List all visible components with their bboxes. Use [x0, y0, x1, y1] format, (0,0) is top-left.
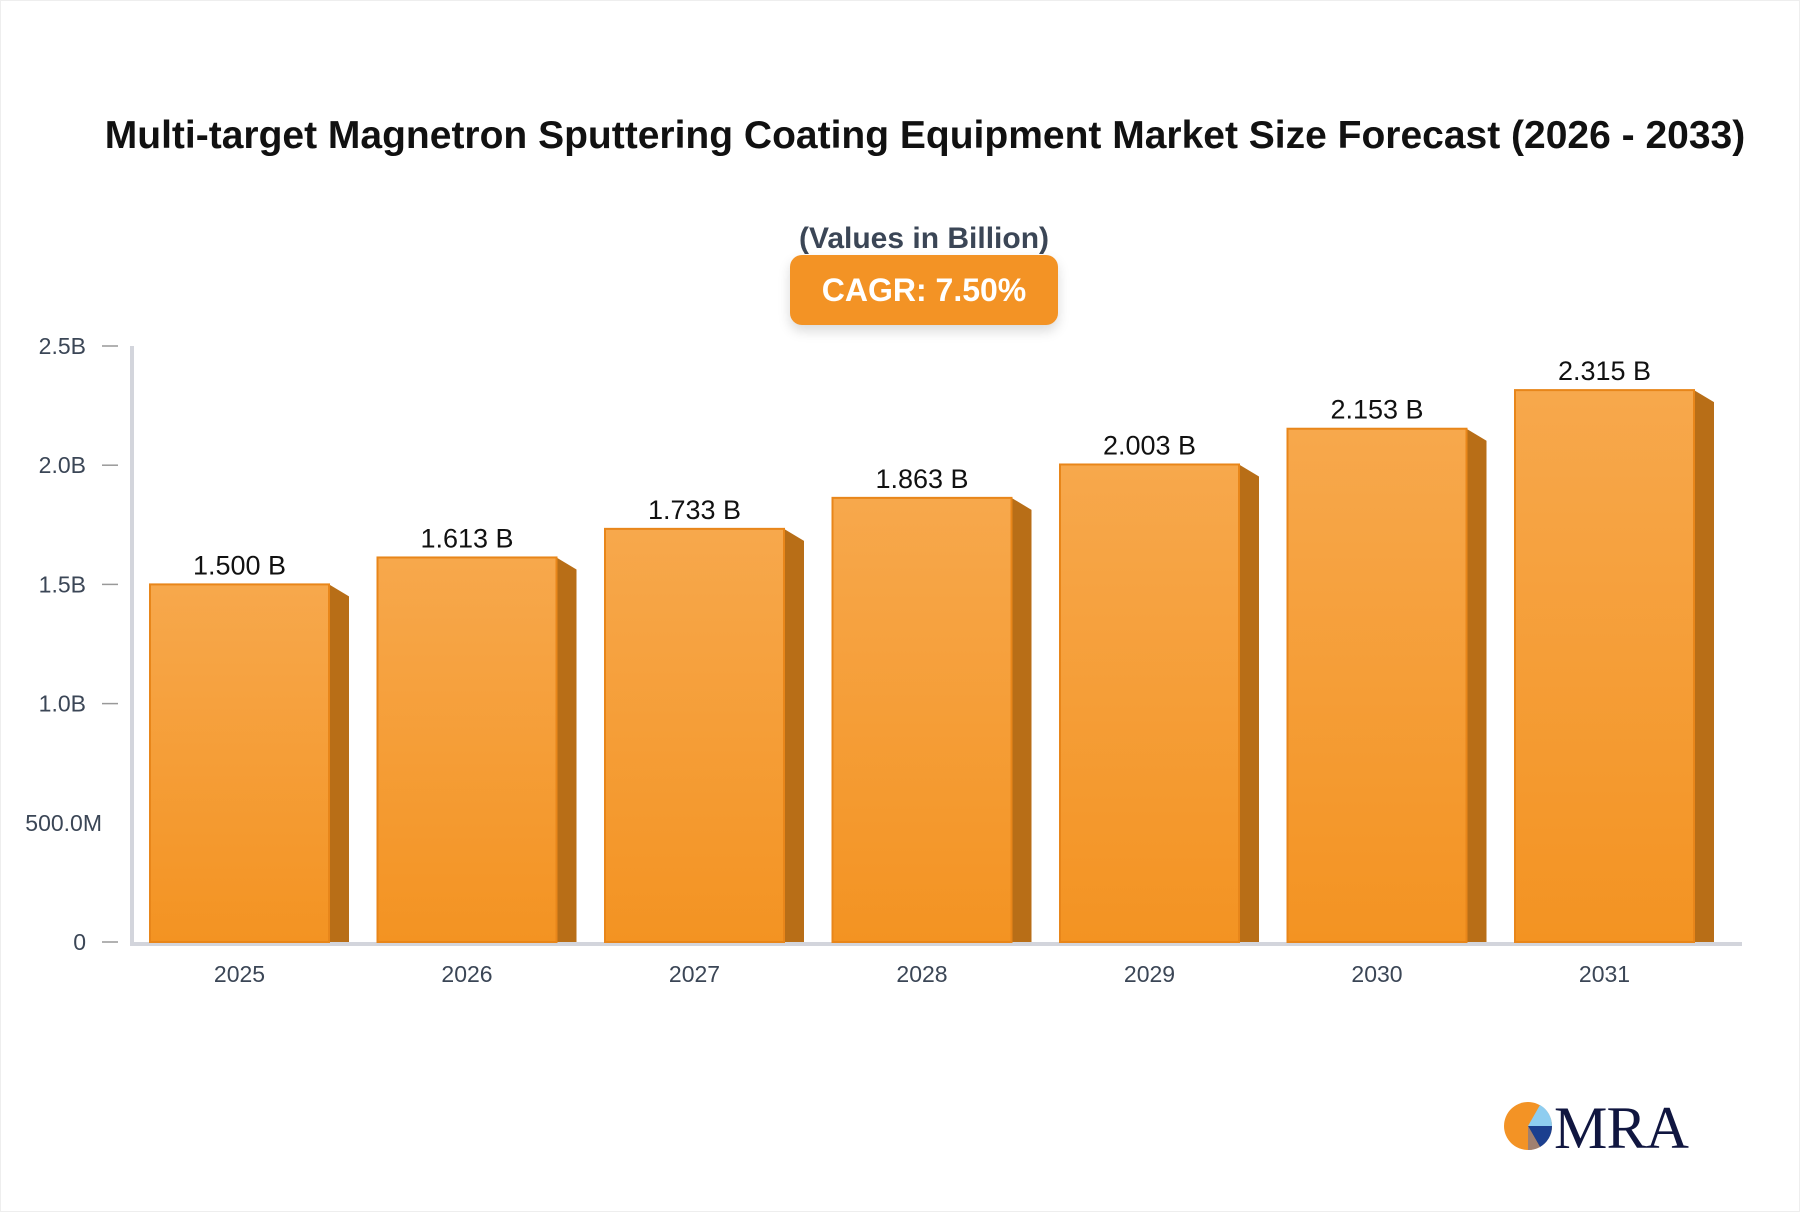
- x-tick-label: 2028: [896, 961, 947, 987]
- data-label: 2.003 B: [1103, 430, 1196, 460]
- bar: [1514, 389, 1695, 943]
- bar: [604, 527, 785, 943]
- x-tick-label: 2026: [441, 961, 492, 987]
- bar: [831, 496, 1013, 943]
- bar: [376, 556, 558, 944]
- bar-side: [1239, 464, 1259, 942]
- svg-text:MRA: MRA: [1554, 1096, 1689, 1156]
- bar-group: 1.500 B 2025: [149, 550, 349, 987]
- data-label: 2.153 B: [1330, 395, 1423, 425]
- bar-side: [1466, 428, 1487, 942]
- bar-group: 2.153 B 2030: [1286, 395, 1487, 987]
- chart-subtitle: (Values in Billion): [798, 222, 1050, 255]
- bar-side: [784, 528, 804, 942]
- y-tick-label: 500.0M: [25, 810, 102, 836]
- bar-side: [1694, 390, 1714, 942]
- mra-logo: MRA: [1504, 1096, 1694, 1156]
- y-tick-label: 1.0B: [39, 691, 86, 717]
- bar: [1059, 463, 1240, 943]
- x-tick-label: 2027: [669, 961, 720, 987]
- cagr-badge: CAGR: 7.50%: [790, 255, 1058, 325]
- data-label: 1.863 B: [875, 464, 968, 494]
- y-tick-label: 2.5B: [39, 333, 86, 359]
- data-label: 1.613 B: [420, 523, 513, 553]
- bar-group: 1.863 B 2028: [831, 464, 1032, 987]
- bar-group: 1.613 B 2026: [376, 523, 577, 987]
- x-tick-label: 2029: [1124, 961, 1175, 987]
- y-tick-label: 2.0B: [39, 452, 86, 478]
- data-label: 2.315 B: [1558, 356, 1651, 386]
- bar: [1286, 427, 1468, 943]
- bar-side: [1011, 497, 1032, 942]
- x-tick-label: 2025: [214, 961, 265, 987]
- y-tick-label: 1.5B: [39, 571, 86, 597]
- bar-group: 2.315 B 2031: [1514, 356, 1714, 987]
- x-tick-label: 2030: [1351, 961, 1402, 987]
- bar-side: [556, 557, 577, 942]
- bar-group: 2.003 B 2029: [1059, 430, 1259, 987]
- data-label: 1.500 B: [193, 550, 286, 580]
- y-tick-label: 0: [73, 929, 86, 955]
- x-tick-label: 2031: [1579, 961, 1630, 987]
- data-label: 1.733 B: [648, 495, 741, 525]
- bar: [149, 583, 330, 944]
- chart-title: Multi-target Magnetron Sputtering Coatin…: [104, 114, 1746, 157]
- bar-group: 1.733 B 2027: [604, 495, 804, 987]
- logo-pie-icon: MRA: [1504, 1096, 1689, 1156]
- bar-side: [329, 584, 349, 942]
